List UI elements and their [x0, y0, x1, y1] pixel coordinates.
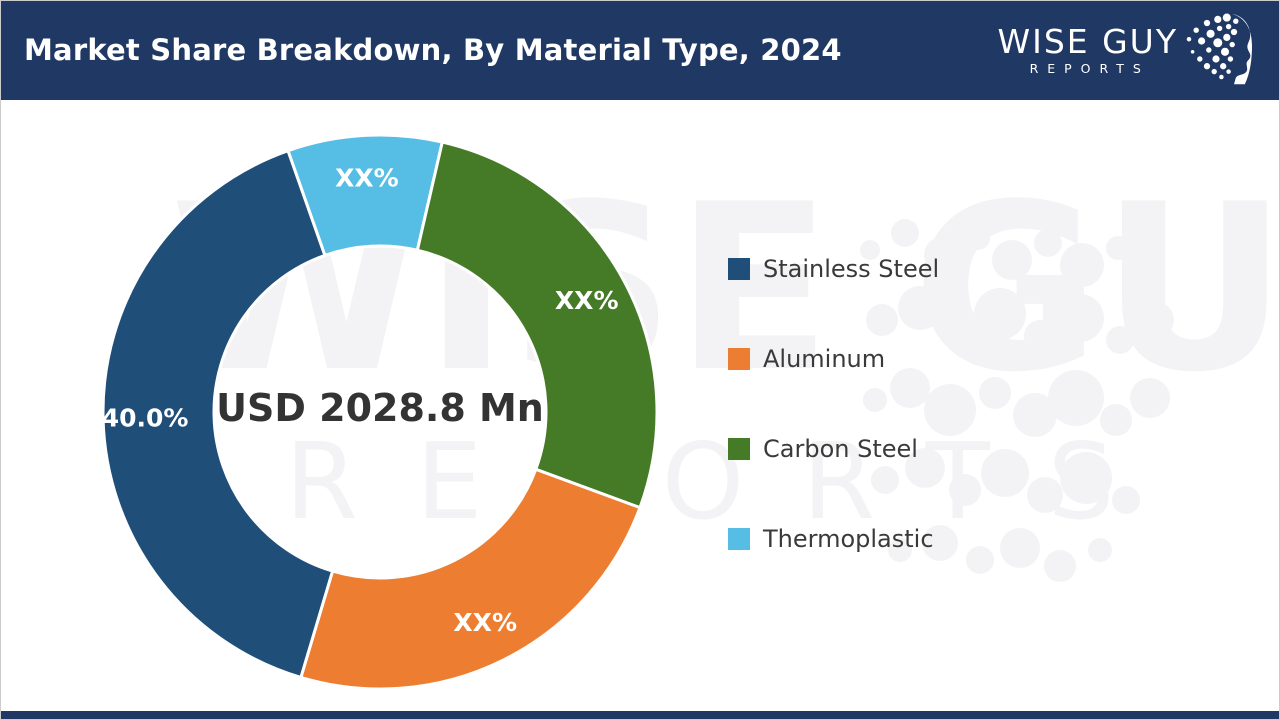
- slice-value-label-aluminum: XX%: [453, 608, 517, 637]
- slice-value-label-carbon-steel: XX%: [555, 286, 619, 315]
- logo-name: WISE GUY: [997, 21, 1178, 61]
- legend-label: Aluminum: [763, 345, 886, 373]
- page-title: Market Share Breakdown, By Material Type…: [24, 33, 842, 67]
- donut-slice-aluminum: [299, 467, 642, 691]
- slice-value-label-thermoplastic: XX%: [335, 163, 399, 192]
- logo-face-icon: [1186, 13, 1252, 85]
- legend-swatch: [728, 528, 750, 550]
- logo-sub: REPORTS: [1029, 60, 1150, 76]
- footer-bar: [0, 711, 1280, 720]
- donut-slice-stainless-steel: [101, 149, 335, 679]
- chart-center-value: USD 2028.8 Mn: [216, 386, 544, 430]
- legend-item-aluminum: Aluminum: [728, 342, 939, 376]
- legend-swatch: [728, 258, 750, 280]
- logo-text: WISE GUY REPORTS: [997, 25, 1178, 76]
- legend-item-thermoplastic: Thermoplastic: [728, 522, 939, 556]
- donut-slice-carbon-steel: [415, 140, 659, 510]
- donut-chart: XX% XX% XX% 40.0%: [101, 133, 659, 691]
- legend-item-stainless-steel: Stainless Steel: [728, 252, 939, 286]
- chart-legend: Stainless Steel Aluminum Carbon Steel Therm…: [728, 252, 939, 556]
- legend-label: Carbon Steel: [763, 435, 918, 463]
- legend-label: Thermoplastic: [763, 525, 934, 553]
- legend-item-carbon-steel: Carbon Steel: [728, 432, 939, 466]
- wise-guy-reports-logo: WISE GUY REPORTS: [997, 12, 1252, 88]
- legend-label: Stainless Steel: [763, 255, 940, 283]
- slice-value-label-stainless-steel: 40.0%: [102, 404, 189, 433]
- header-bar: Market Share Breakdown, By Material Type…: [0, 0, 1280, 100]
- legend-swatch: [728, 348, 750, 370]
- legend-swatch: [728, 438, 750, 460]
